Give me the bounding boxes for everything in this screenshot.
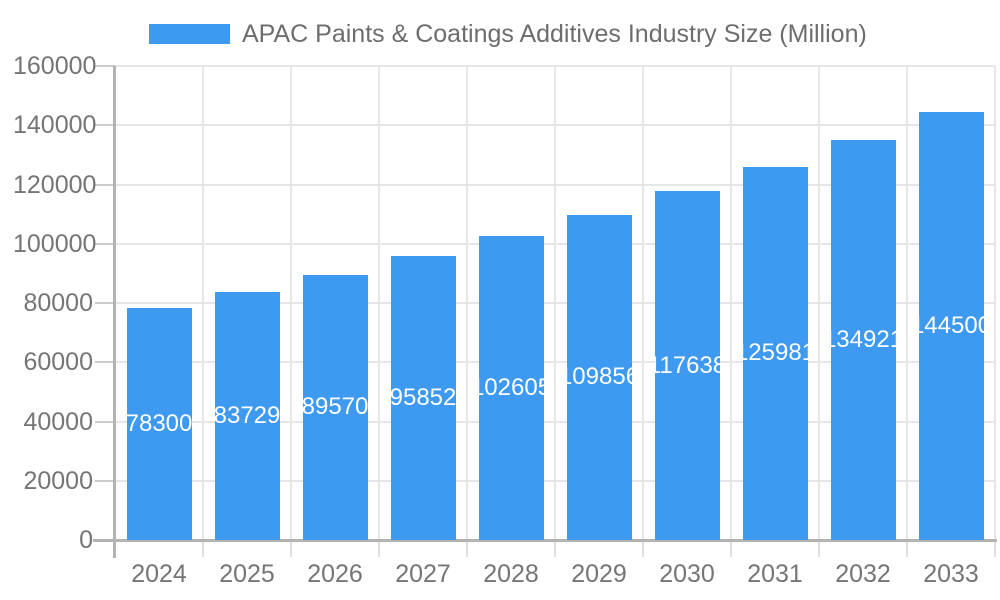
bar-value-label: 109856: [567, 363, 632, 391]
x-tick-label: 2027: [395, 560, 451, 588]
y-axis-tick: [95, 361, 115, 364]
x-tick-label: 2028: [483, 560, 539, 588]
y-tick-label: 60000: [23, 348, 93, 377]
x-axis-tick: [554, 542, 556, 557]
x-tick-label: 2025: [219, 560, 275, 588]
x-gridline: [554, 66, 556, 540]
x-axis-tick: [994, 542, 996, 557]
plot-area: 0 20000 40000 60000 80000 100000 120000 140000 1…: [13, 52, 997, 588]
x-gridline: [466, 66, 468, 540]
y-tick-label: 80000: [23, 289, 93, 317]
x-axis-tick: [906, 542, 908, 557]
bar[interactable]: 102605: [478, 236, 544, 540]
bar-value-label: 78300: [126, 410, 192, 437]
x-tick-label: 2032: [835, 560, 891, 588]
x-gridline: [906, 66, 908, 540]
y-tick-label: 40000: [23, 407, 93, 436]
bar-value-label: 89570: [302, 393, 368, 421]
x-gridline: [818, 66, 820, 540]
bar[interactable]: 83729: [214, 291, 280, 540]
x-axis-tick: [378, 542, 380, 557]
bar[interactable]: 117638: [654, 191, 720, 540]
x-tick-label: 2029: [571, 560, 627, 588]
y-axis-tick: [95, 124, 115, 127]
y-tick-label: 160000: [13, 52, 97, 80]
y-axis-tick: [95, 302, 115, 304]
x-axis-tick: [290, 542, 292, 557]
x-axis-tick: [818, 542, 820, 557]
y-axis-tick: [95, 65, 115, 67]
y-tick-label: 100000: [13, 229, 97, 258]
x-tick-label: 2026: [307, 560, 363, 588]
bar-value-label: 83729: [214, 401, 280, 429]
x-gridline: [730, 66, 732, 540]
bar[interactable]: 109856: [566, 214, 632, 540]
bar[interactable]: 134921: [830, 140, 896, 540]
y-axis-line: [113, 66, 116, 558]
y-tick-label: 20000: [23, 466, 93, 495]
x-axis-tick: [202, 542, 204, 557]
y-tick-label: 140000: [13, 111, 97, 140]
legend-label: APAC Paints & Coatings Additives Industr…: [242, 20, 867, 48]
bar[interactable]: 95852: [390, 256, 456, 540]
bar[interactable]: 125981: [742, 166, 808, 540]
bar[interactable]: 78300: [126, 308, 192, 540]
y-axis-tick: [95, 479, 115, 482]
bar-value-label: 125981: [743, 339, 808, 367]
bar-value-label: 117638: [655, 351, 720, 379]
bar[interactable]: 89570: [302, 274, 368, 540]
x-tick-label: 2031: [747, 560, 803, 588]
y-axis-tick: [95, 242, 115, 245]
y-axis-tick: [95, 183, 115, 186]
x-tick-label: 2030: [659, 560, 715, 588]
x-axis-tick: [730, 542, 732, 557]
bar-value-label: 134921: [831, 326, 896, 354]
x-tick-label: 2024: [131, 560, 187, 588]
x-gridline: [994, 66, 996, 540]
bar-value-label: 95852: [390, 384, 456, 411]
bar-value-label: 144500: [919, 311, 984, 339]
y-tick-label: 0: [79, 526, 93, 554]
x-axis-tick: [642, 542, 644, 557]
x-gridline: [290, 66, 292, 540]
legend-swatch: [149, 24, 230, 44]
legend-item[interactable]: APAC Paints & Coatings Additives Industr…: [149, 20, 867, 48]
bar-value-label: 102605: [479, 374, 544, 401]
x-axis-line: [93, 539, 997, 542]
x-gridline: [642, 66, 644, 540]
bar[interactable]: 144500: [918, 111, 984, 540]
y-axis-tick: [95, 420, 115, 423]
x-axis-tick: [466, 542, 468, 557]
x-gridline: [378, 66, 380, 540]
x-tick-label: 2033: [923, 560, 979, 588]
y-tick-label: 120000: [13, 170, 97, 199]
x-gridline: [202, 66, 204, 540]
